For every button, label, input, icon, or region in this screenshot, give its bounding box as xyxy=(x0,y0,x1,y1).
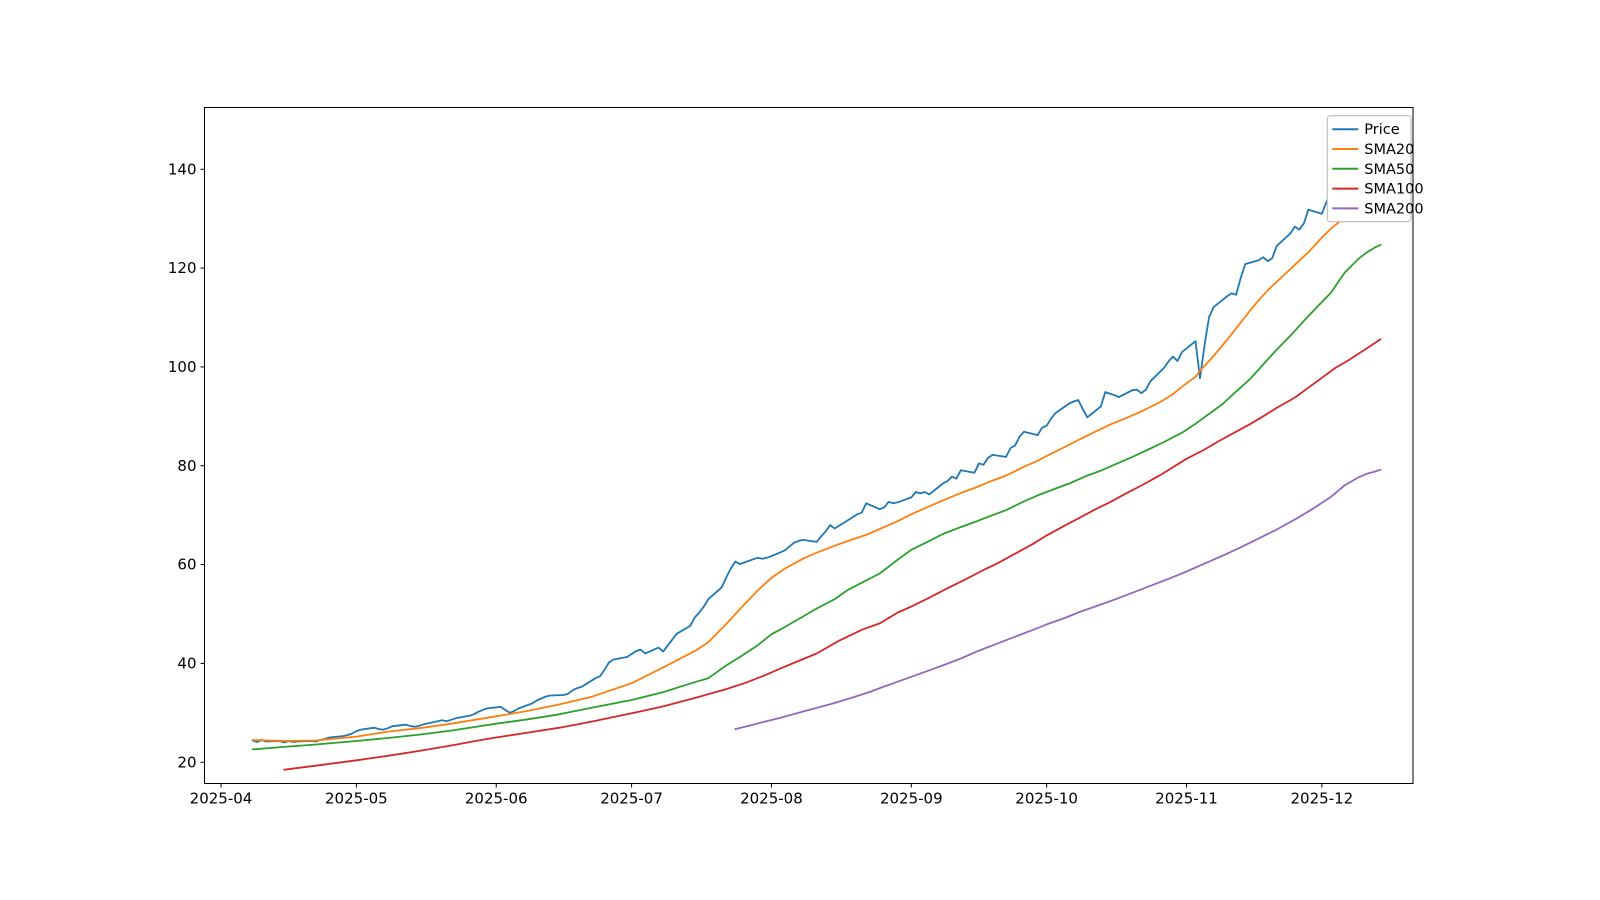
x-tick-label: 2025-05 xyxy=(325,790,388,808)
legend-label-sma100: SMA100 xyxy=(1364,182,1423,198)
plot-area xyxy=(204,107,1413,784)
y-tick-label: 120 xyxy=(168,259,197,277)
series-line-sma200 xyxy=(734,468,1382,730)
x-tick-label: 2025-07 xyxy=(600,790,663,808)
x-tick-label: 2025-11 xyxy=(1155,790,1218,808)
y-tick-label: 140 xyxy=(168,160,197,178)
y-tick-label: 20 xyxy=(177,753,196,771)
legend-label-price: Price xyxy=(1364,122,1399,138)
series-line-sma100 xyxy=(283,338,1382,771)
legend-label-sma50: SMA50 xyxy=(1364,162,1414,178)
x-tick-label: 2025-08 xyxy=(740,790,803,808)
series-line-price xyxy=(251,165,1364,744)
x-tick-label: 2025-10 xyxy=(1015,790,1078,808)
legend-box xyxy=(1326,115,1412,223)
legend-label-sma200: SMA200 xyxy=(1364,201,1423,217)
x-tick-label: 2025-04 xyxy=(190,790,253,808)
x-tick-label: 2025-12 xyxy=(1291,790,1354,808)
y-tick-label: 100 xyxy=(168,358,197,376)
y-tick-label: 60 xyxy=(177,556,196,574)
plot-border xyxy=(204,107,1414,784)
x-tick-label: 2025-06 xyxy=(465,790,528,808)
series-line-sma20 xyxy=(251,193,1377,742)
series-line-sma50 xyxy=(251,243,1382,751)
y-tick-label: 40 xyxy=(177,654,196,672)
legend-label-sma20: SMA20 xyxy=(1364,142,1414,158)
y-tick-label: 80 xyxy=(177,457,196,475)
x-tick-label: 2025-09 xyxy=(880,790,943,808)
